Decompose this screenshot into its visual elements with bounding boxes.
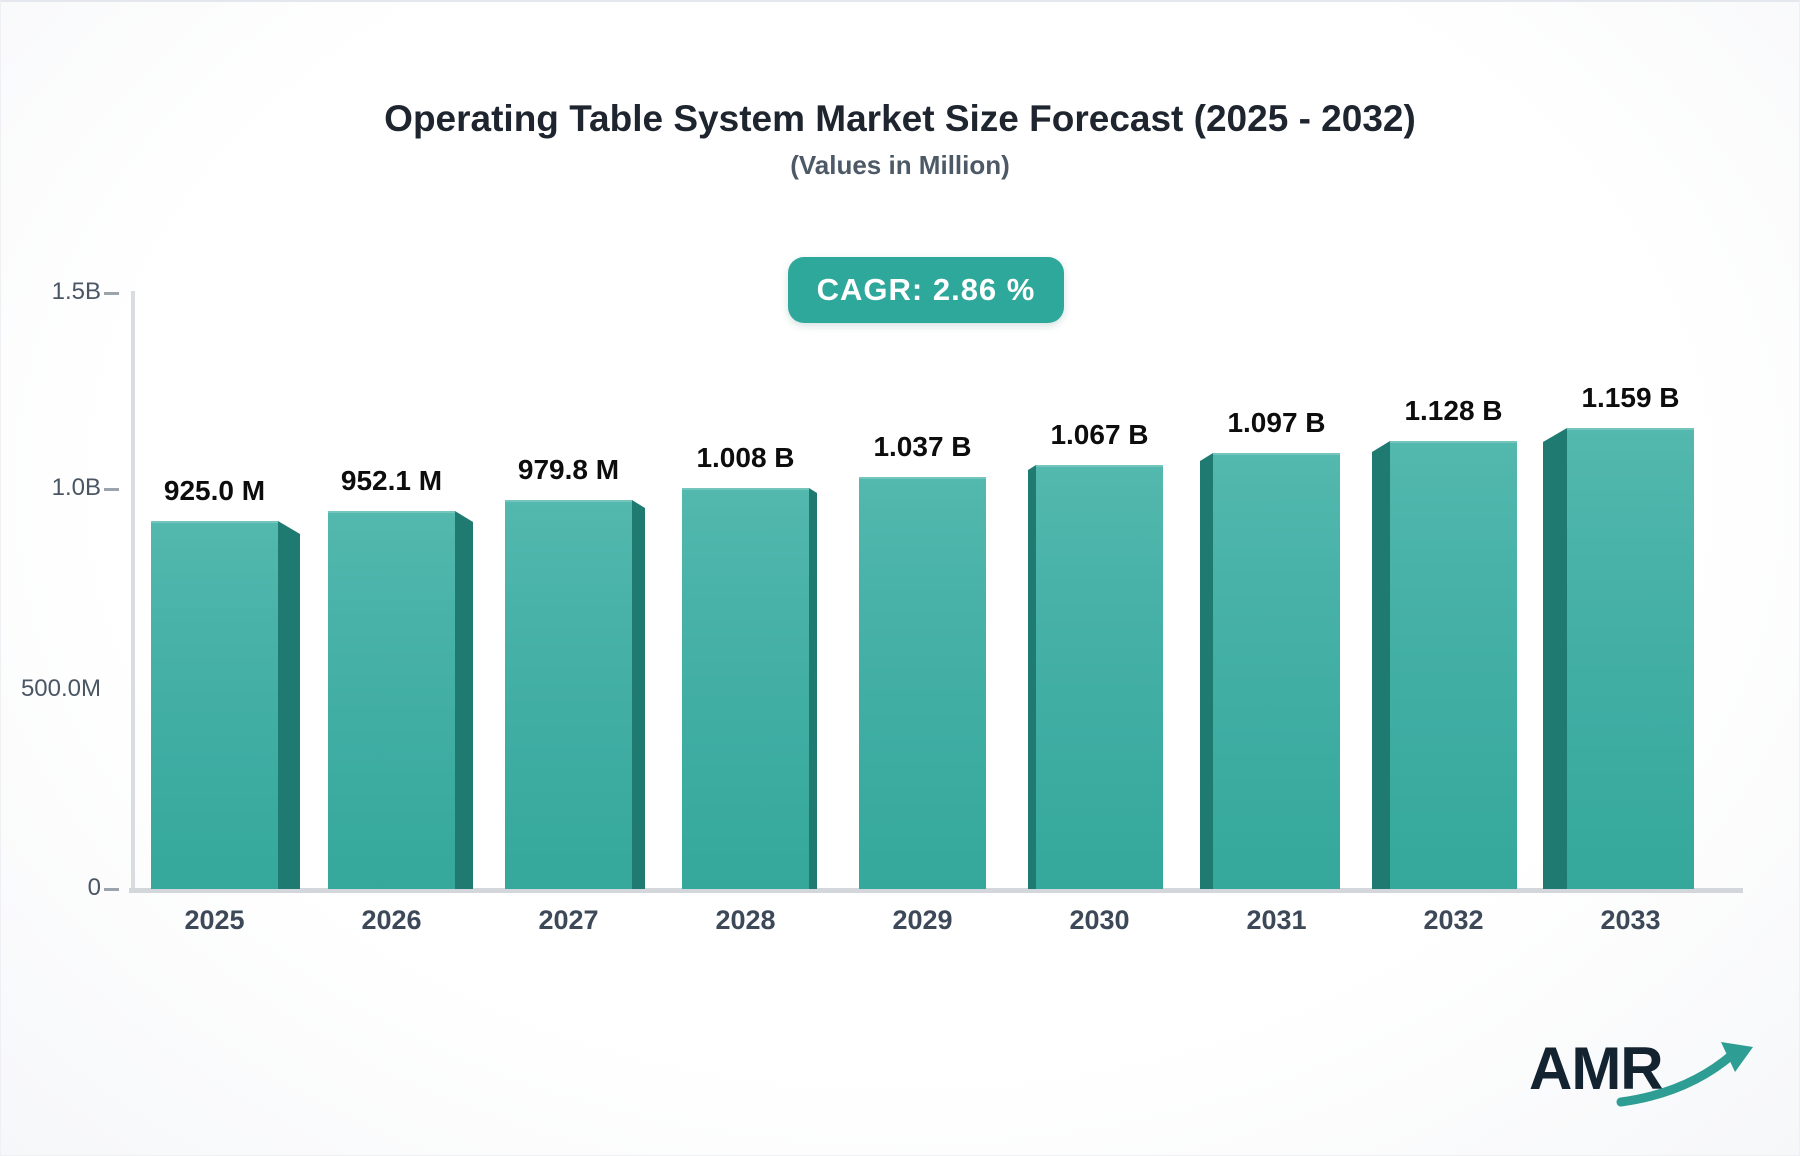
amr-logo: AMR <box>1529 1034 1789 1124</box>
bar-2029[interactable] <box>859 477 986 889</box>
x-axis-label-2028: 2028 <box>715 905 776 935</box>
bar-value-label-2030: 1.067 B <box>1050 419 1149 450</box>
bar-value-label-2033: 1.159 B <box>1581 382 1680 413</box>
bar-front-face <box>151 521 278 889</box>
x-axis-baseline <box>129 888 1743 893</box>
cagr-badge: CAGR: 2.86 % <box>788 257 1064 323</box>
cagr-badge-label: CAGR: 2.86 % <box>816 272 1036 307</box>
chart-subtitle: (Values in Million) <box>790 150 1010 180</box>
bar-2033[interactable] <box>1543 428 1694 889</box>
bar-side-face <box>809 488 817 889</box>
bar-value-label-2026: 952.1 M <box>340 465 443 496</box>
x-axis-label-2029: 2029 <box>892 905 953 935</box>
bar-2028[interactable] <box>682 488 817 889</box>
bar-2030[interactable] <box>1028 465 1163 889</box>
y-tick-mark-0 <box>104 888 119 891</box>
bar-front-face <box>1213 453 1340 889</box>
x-axis-label-2026: 2026 <box>361 905 422 935</box>
bar-2026[interactable] <box>328 511 473 889</box>
bar-2032[interactable] <box>1372 441 1517 889</box>
bar-front-face <box>1567 428 1694 889</box>
y-tick-mark-1.0B <box>104 488 119 491</box>
bar-side-face <box>278 521 300 889</box>
bar-side-face <box>1028 465 1036 889</box>
bar-value-label-2029: 1.037 B <box>873 431 972 462</box>
bar-value-label-2031: 1.097 B <box>1227 407 1326 438</box>
y-tick-label-500.0M: 500.0M <box>20 675 101 702</box>
bar-2025[interactable] <box>151 521 300 889</box>
bar-front-face <box>682 488 809 889</box>
y-axis-line <box>131 291 135 890</box>
bar-side-face <box>632 500 645 889</box>
x-axis-label-2025: 2025 <box>184 905 245 935</box>
y-tick-label-1.5B: 1.5B <box>51 278 101 305</box>
y-tick-mark-1.5B <box>104 292 119 295</box>
x-axis-label-2032: 2032 <box>1423 905 1484 935</box>
bar-value-label-2032: 1.128 B <box>1404 395 1503 426</box>
bar-value-label-2027: 979.8 M <box>517 454 620 485</box>
x-axis-label-2031: 2031 <box>1246 905 1307 935</box>
bar-value-label-2028: 1.008 B <box>696 442 795 473</box>
bar-front-face <box>505 500 632 889</box>
bar-side-face <box>1372 441 1390 889</box>
chart-title: Operating Table System Market Size Forec… <box>384 98 1416 139</box>
growth-arrow-icon <box>1616 1042 1753 1107</box>
y-tick-label-1.0B: 1.0B <box>51 474 101 501</box>
bar-2027[interactable] <box>505 500 645 889</box>
y-tick-label-0: 0 <box>87 874 101 901</box>
bar-value-label-2025: 925.0 M <box>163 475 266 506</box>
bar-side-face <box>455 511 473 889</box>
x-axis-label-2027: 2027 <box>538 905 599 935</box>
bar-2031[interactable] <box>1200 453 1340 889</box>
bar-side-face <box>1543 428 1567 889</box>
bar-front-face <box>1390 441 1517 889</box>
bar-front-face <box>859 477 986 889</box>
bar-front-face <box>1036 465 1163 889</box>
bar-front-face <box>328 511 455 889</box>
x-axis-label-2030: 2030 <box>1069 905 1130 935</box>
amr-logo-text: AMR <box>1529 1035 1664 1102</box>
bar-side-face <box>1200 453 1213 889</box>
x-axis-label-2033: 2033 <box>1600 905 1661 935</box>
